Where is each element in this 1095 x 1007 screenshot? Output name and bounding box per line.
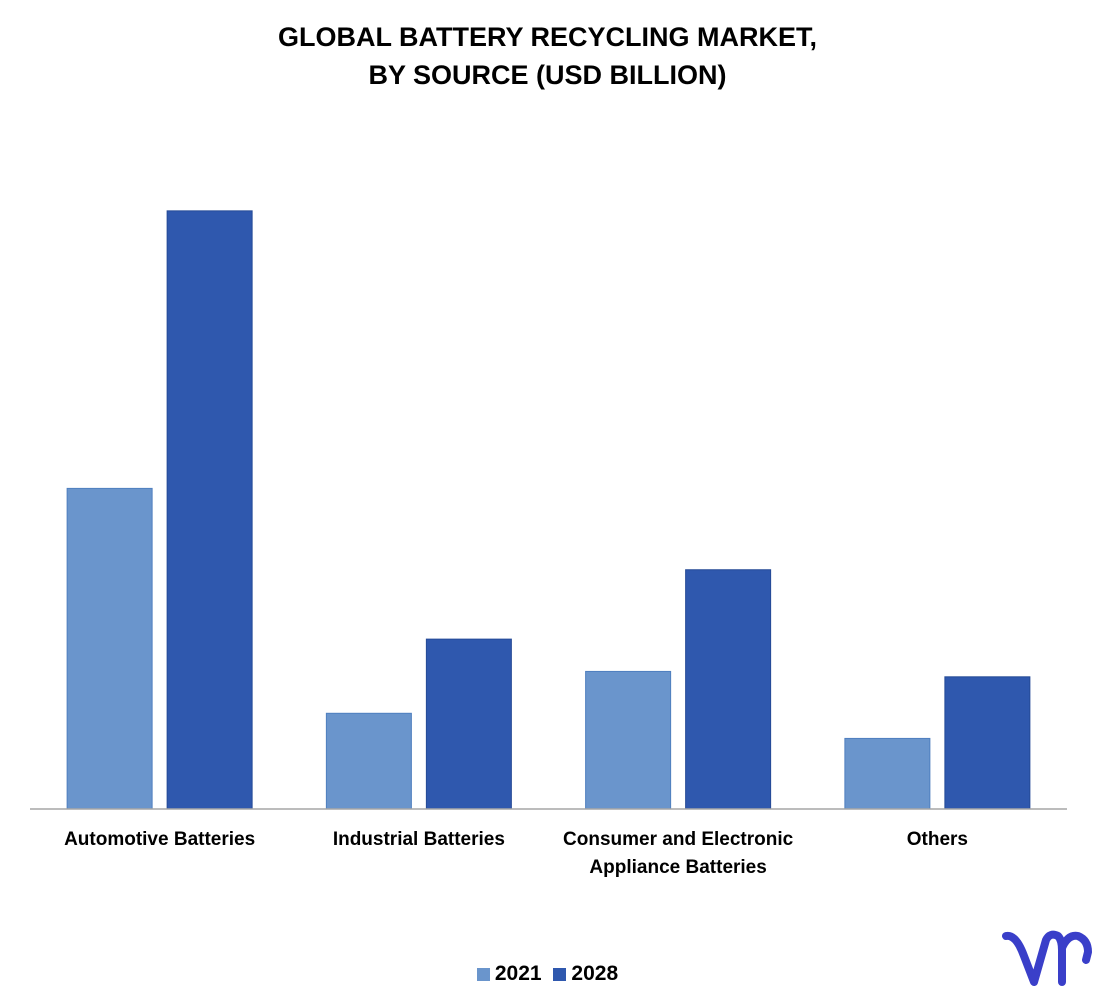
legend-label-2021: 2021 bbox=[494, 962, 542, 985]
legend-item-2028: 2028 bbox=[553, 962, 618, 986]
bar-2021-cat-1 bbox=[325, 712, 412, 810]
category-label-0: Automotive Batteries bbox=[64, 829, 255, 850]
category-label-line: Appliance Batteries bbox=[589, 857, 766, 878]
legend-swatch-2021 bbox=[476, 967, 490, 981]
legend-label-2028: 2028 bbox=[571, 962, 619, 985]
legend-swatch-2028 bbox=[553, 967, 567, 981]
category-label-line: Others bbox=[907, 829, 968, 850]
bars-group bbox=[66, 210, 1031, 810]
category-label-line: Consumer and Electronic bbox=[563, 829, 794, 850]
chart-title-line-2: BY SOURCE (USD BILLION) bbox=[368, 60, 727, 90]
legend: 2021 2028 bbox=[0, 962, 1095, 987]
category-label-line: Industrial Batteries bbox=[333, 829, 505, 850]
vmr-logo-icon bbox=[1002, 930, 1092, 986]
bar-2028-cat-1 bbox=[425, 638, 512, 810]
category-label-1: Industrial Batteries bbox=[333, 829, 505, 850]
category-label-line: Automotive Batteries bbox=[64, 829, 255, 850]
bar-2028-cat-3 bbox=[944, 676, 1031, 810]
bar-2021-cat-2 bbox=[585, 670, 672, 810]
category-label-2: Consumer and Electronic Appliance Batteri… bbox=[563, 829, 794, 878]
category-label-3: Others bbox=[907, 829, 968, 850]
bar-2021-cat-3 bbox=[844, 737, 931, 810]
category-labels: Automotive Batteries Industrial Batteries… bbox=[64, 829, 968, 878]
bar-2021-cat-0 bbox=[66, 487, 153, 810]
bar-2028-cat-0 bbox=[166, 210, 253, 810]
chart-title-line-1: GLOBAL BATTERY RECYCLING MARKET, bbox=[277, 22, 817, 52]
legend-item-2021: 2021 bbox=[476, 962, 542, 986]
bar-chart: Automotive Batteries Industrial Batteries… bbox=[30, 210, 1067, 878]
chart-title: GLOBAL BATTERY RECYCLING MARKET, BY SOUR… bbox=[0, 18, 1095, 94]
bar-2028-cat-2 bbox=[685, 569, 772, 810]
